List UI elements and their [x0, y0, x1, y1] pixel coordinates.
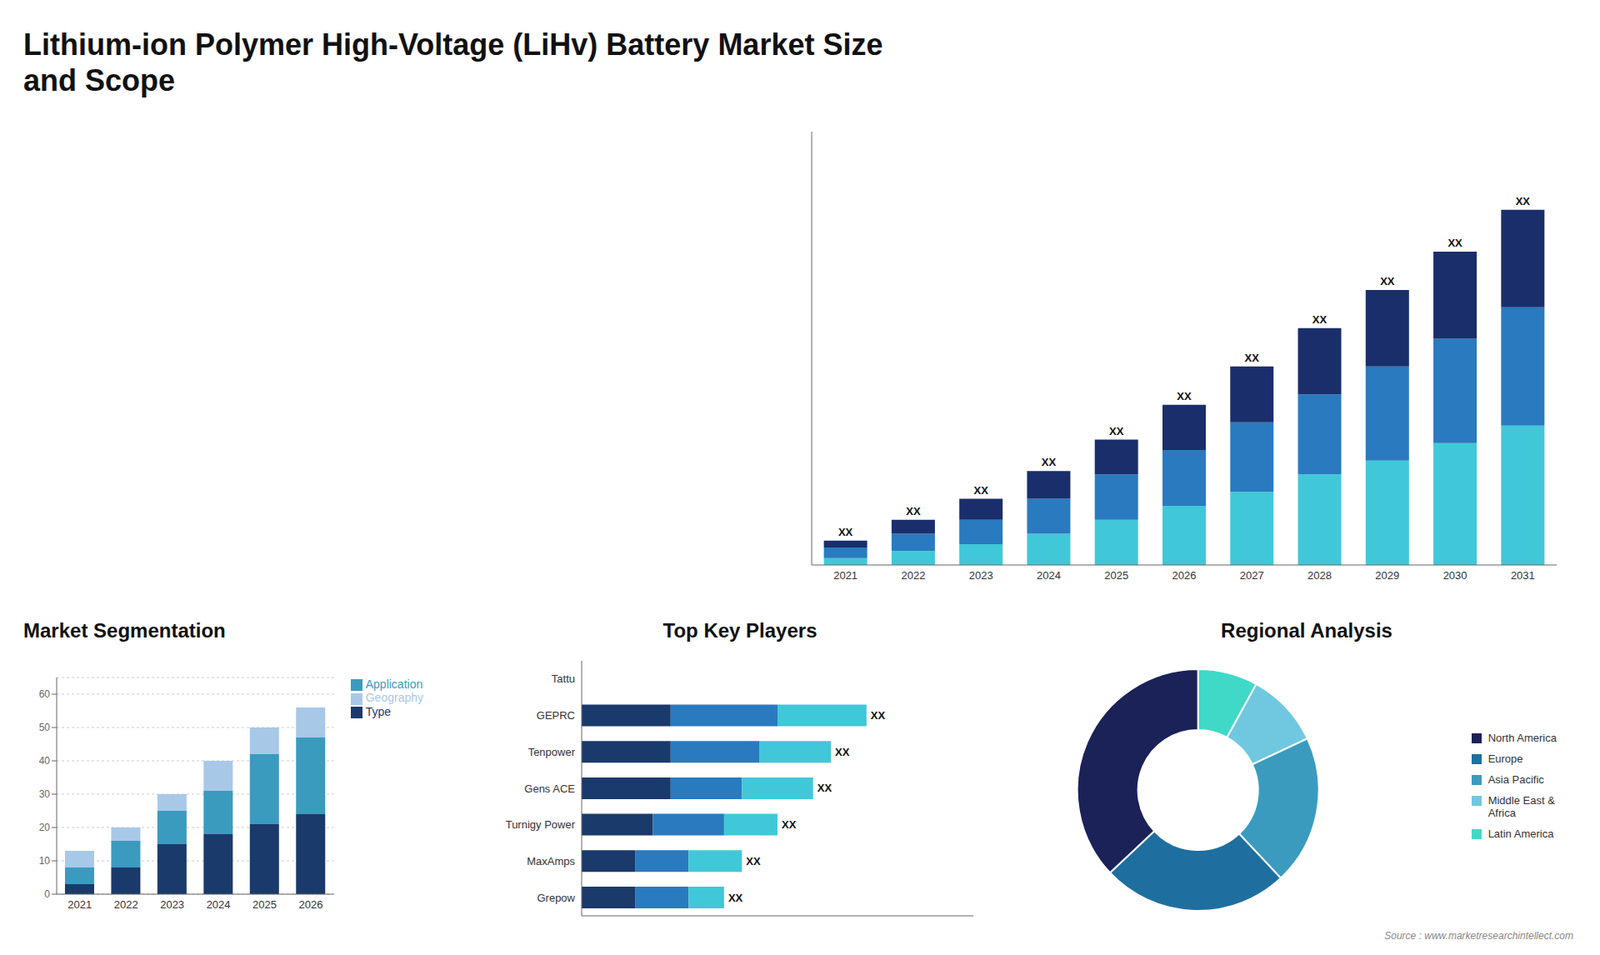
svg-text:Grepow: Grepow — [536, 891, 575, 905]
svg-text:XX: XX — [728, 891, 744, 905]
svg-text:Tenpower: Tenpower — [528, 745, 576, 759]
svg-text:10: 10 — [39, 855, 51, 867]
svg-text:60: 60 — [39, 688, 51, 700]
svg-text:XX: XX — [817, 781, 833, 795]
svg-text:2028: 2028 — [1307, 569, 1332, 582]
svg-text:XX: XX — [1515, 195, 1531, 208]
svg-text:XX: XX — [1380, 275, 1395, 288]
html-text:Europe: Europe — [1488, 752, 1523, 765]
html-text:Latin America: Latin America — [1488, 827, 1554, 840]
svg-text:2027: 2027 — [1240, 569, 1265, 582]
svg-text:Gens ACE: Gens ACE — [524, 782, 575, 795]
svg-text:20: 20 — [39, 821, 51, 834]
html-text:North America: North America — [1488, 731, 1557, 745]
svg-text:2025: 2025 — [1104, 569, 1129, 582]
svg-text:2030: 2030 — [1443, 569, 1468, 582]
svg-text:2023: 2023 — [969, 569, 994, 582]
svg-text:2022: 2022 — [114, 898, 139, 911]
html-text:Source : www.marketresearchint: Source : www.marketresearchintellect.com — [1384, 930, 1574, 942]
svg-text:GEPRC: GEPRC — [536, 709, 575, 722]
svg-text:2024: 2024 — [1036, 569, 1061, 582]
svg-text:2031: 2031 — [1510, 569, 1535, 582]
svg-text:2021: 2021 — [833, 569, 858, 582]
html-text:Asia Pacific: Asia Pacific — [1488, 773, 1544, 786]
html-text:Middle East & Africa: Middle East & Africa — [1488, 794, 1555, 820]
svg-text:XX: XX — [838, 525, 854, 539]
svg-text:XX: XX — [745, 855, 761, 868]
svg-text:MaxAmps: MaxAmps — [526, 855, 575, 868]
html-text:Top Key Players: Top Key Players — [662, 619, 818, 642]
html-text:Market Segmentation: Market Segmentation — [23, 619, 226, 642]
svg-text:2022: 2022 — [900, 569, 925, 582]
html-text:Type: Type — [365, 704, 391, 718]
svg-text:2024: 2024 — [206, 898, 231, 911]
svg-text:30: 30 — [39, 788, 51, 800]
html-text:Regional Analysis: Regional Analysis — [1220, 619, 1393, 642]
svg-text:XX: XX — [1109, 425, 1125, 438]
svg-text:Tattu: Tattu — [551, 672, 575, 685]
svg-text:XX: XX — [974, 484, 990, 497]
svg-text:2029: 2029 — [1375, 569, 1400, 582]
svg-text:XX: XX — [781, 818, 797, 831]
svg-text:50: 50 — [39, 721, 51, 734]
svg-text:Turnigy Power: Turnigy Power — [505, 818, 576, 831]
svg-text:2021: 2021 — [67, 898, 92, 911]
html-text:Application: Application — [365, 677, 423, 691]
svg-text:XX: XX — [1312, 313, 1328, 326]
svg-text:XX: XX — [1041, 455, 1057, 469]
svg-text:XX: XX — [835, 745, 850, 759]
svg-text:XX: XX — [905, 505, 921, 518]
svg-text:0: 0 — [44, 888, 50, 900]
svg-text:2026: 2026 — [1172, 569, 1197, 582]
svg-text:XX: XX — [870, 709, 886, 722]
svg-text:2026: 2026 — [299, 898, 324, 911]
svg-text:40: 40 — [39, 755, 51, 767]
svg-text:2025: 2025 — [252, 898, 277, 911]
svg-text:XX: XX — [1447, 236, 1463, 250]
html-text:Lithium-ion Polymer High-Volta: Lithium-ion Polymer High-Voltage (LiHv) … — [23, 27, 883, 98]
svg-text:XX: XX — [1176, 390, 1192, 403]
html-text:Geography: Geography — [365, 691, 424, 705]
svg-text:2023: 2023 — [160, 898, 185, 911]
svg-text:XX: XX — [1245, 351, 1260, 365]
